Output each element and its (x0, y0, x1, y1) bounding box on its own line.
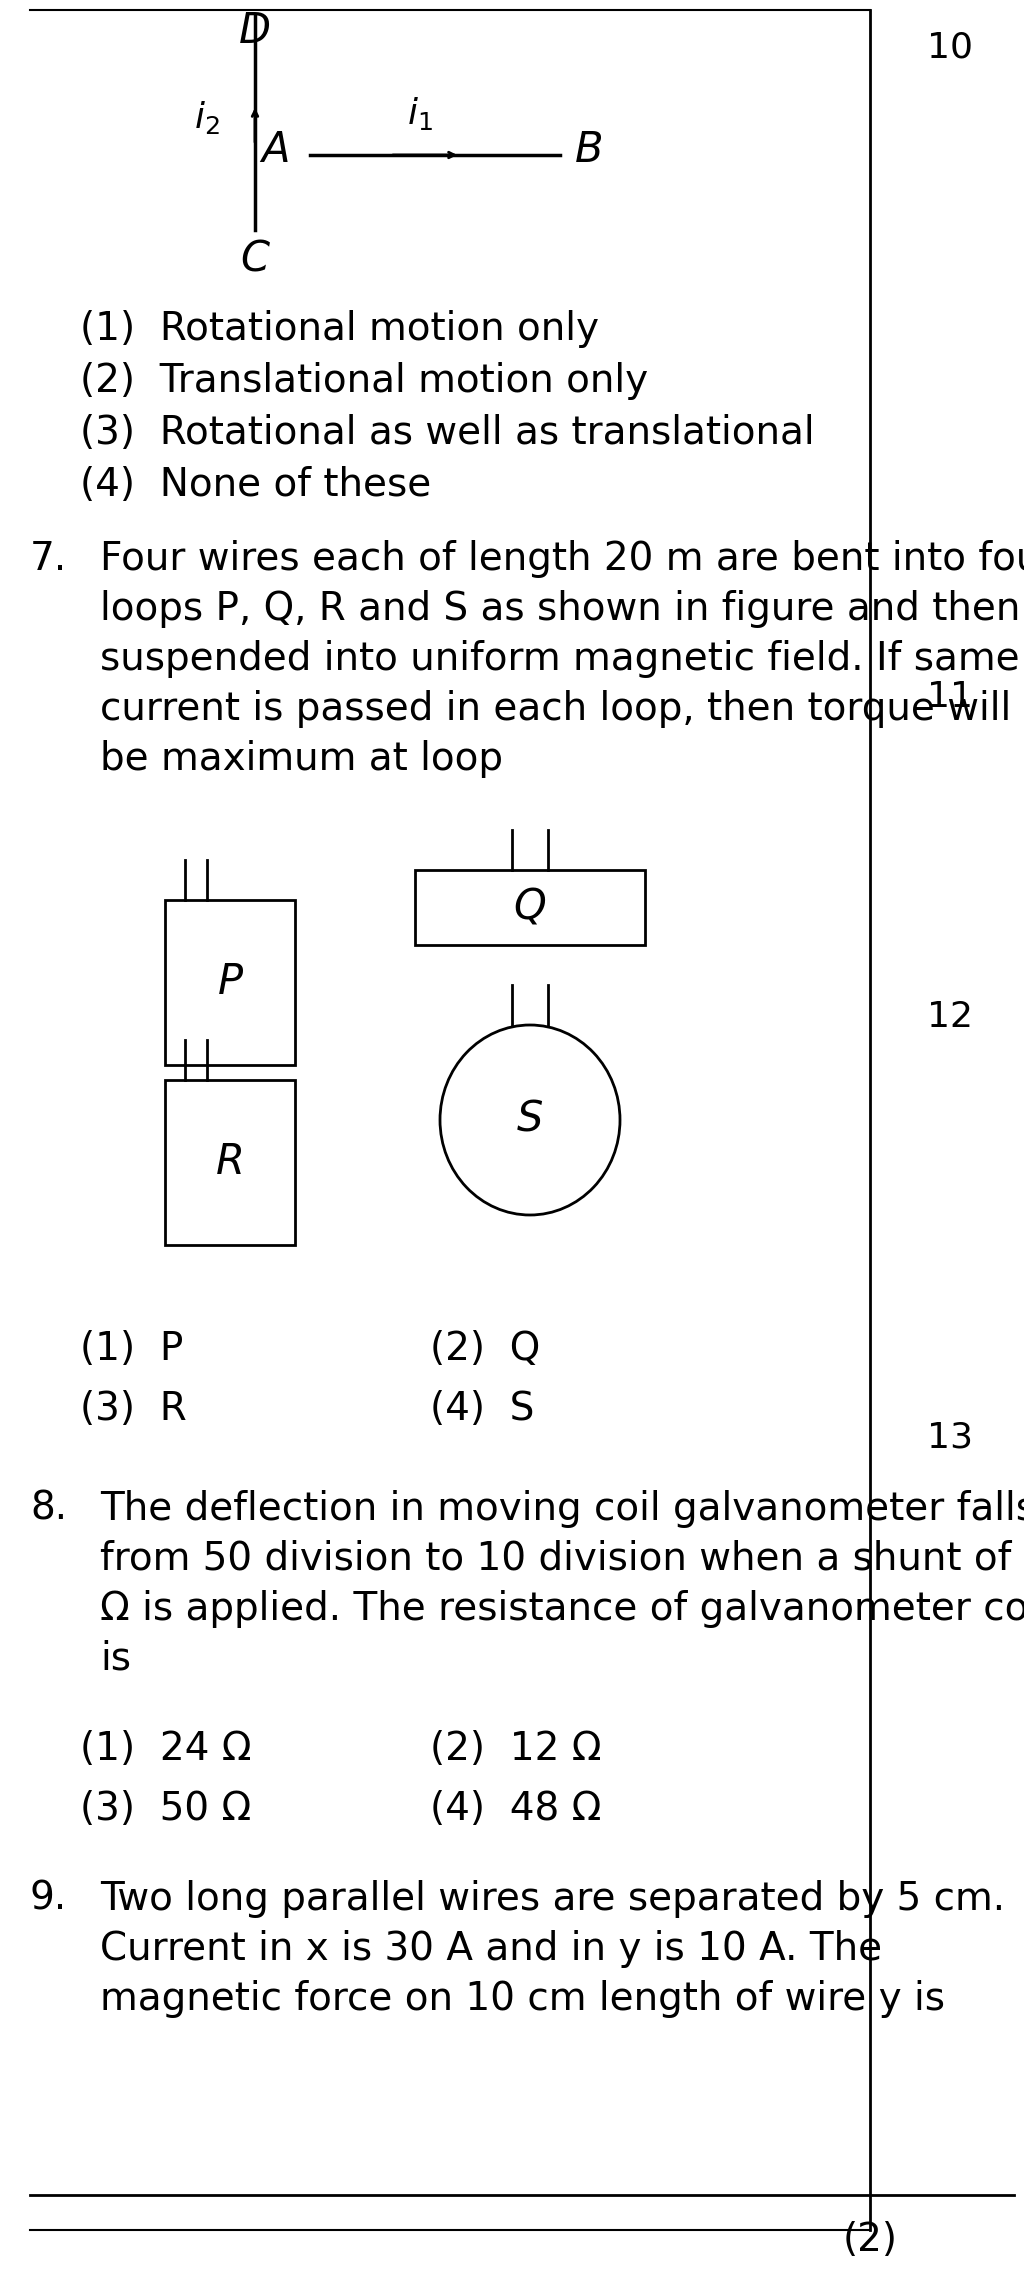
Text: (2)  Translational motion only: (2) Translational motion only (80, 362, 648, 400)
Text: suspended into uniform magnetic field. If same: suspended into uniform magnetic field. I… (100, 639, 1020, 678)
Bar (165, 901, 295, 1065)
Text: current is passed in each loop, then torque will: current is passed in each loop, then tor… (100, 689, 1012, 728)
Text: magnetic force on 10 cm length of wire y is: magnetic force on 10 cm length of wire y… (100, 1979, 945, 2018)
Text: D: D (239, 9, 271, 52)
Text: (1)  P: (1) P (80, 1331, 183, 1367)
Text: 13: 13 (927, 1420, 973, 1454)
Text: be maximum at loop: be maximum at loop (100, 739, 503, 778)
Text: 9.: 9. (30, 1879, 68, 1918)
Text: Ω is applied. The resistance of galvanometer coil: Ω is applied. The resistance of galvanom… (100, 1590, 1024, 1629)
Text: (2)  Q: (2) Q (430, 1331, 541, 1367)
Text: (1)  Rotational motion only: (1) Rotational motion only (80, 309, 599, 348)
Text: S: S (517, 1099, 543, 1142)
Text: P: P (217, 962, 243, 1003)
Text: (2)  12 Ω: (2) 12 Ω (430, 1729, 601, 1768)
Text: A: A (261, 130, 290, 171)
Text: (2): (2) (843, 2220, 897, 2259)
Text: (4)  S: (4) S (430, 1390, 535, 1429)
Text: (4)  48 Ω: (4) 48 Ω (430, 1790, 601, 1829)
Text: C: C (241, 239, 269, 280)
Text: (3)  Rotational as well as translational: (3) Rotational as well as translational (80, 414, 815, 453)
Text: R: R (216, 1142, 245, 1183)
Text: (3)  50 Ω: (3) 50 Ω (80, 1790, 251, 1829)
Text: Four wires each of length 20 m are bent into four: Four wires each of length 20 m are bent … (100, 539, 1024, 578)
Text: 7.: 7. (30, 539, 68, 578)
Text: (4)  None of these: (4) None of these (80, 466, 431, 505)
Bar (415, 869, 645, 944)
Text: 12: 12 (927, 1001, 973, 1035)
Text: The deflection in moving coil galvanometer falls: The deflection in moving coil galvanomet… (100, 1490, 1024, 1529)
Bar (165, 1081, 295, 1244)
Text: Current in x is 30 A and in y is 10 A. The: Current in x is 30 A and in y is 10 A. T… (100, 1929, 882, 1968)
Text: (3)  R: (3) R (80, 1390, 186, 1429)
Text: 10: 10 (927, 30, 973, 64)
Text: B: B (575, 130, 603, 171)
Text: 8.: 8. (30, 1490, 68, 1529)
Text: from 50 division to 10 division when a shunt of 12: from 50 division to 10 division when a s… (100, 1540, 1024, 1579)
Text: loops P, Q, R and S as shown in figure and then: loops P, Q, R and S as shown in figure a… (100, 589, 1020, 628)
Text: is: is (100, 1640, 131, 1679)
Text: 11: 11 (927, 680, 973, 714)
Text: (1)  24 Ω: (1) 24 Ω (80, 1729, 252, 1768)
Text: $i_1$: $i_1$ (408, 96, 433, 132)
Text: $i_2$: $i_2$ (195, 100, 220, 136)
Text: Q: Q (514, 887, 547, 928)
Text: Two long parallel wires are separated by 5 cm.: Two long parallel wires are separated by… (100, 1879, 1006, 1918)
